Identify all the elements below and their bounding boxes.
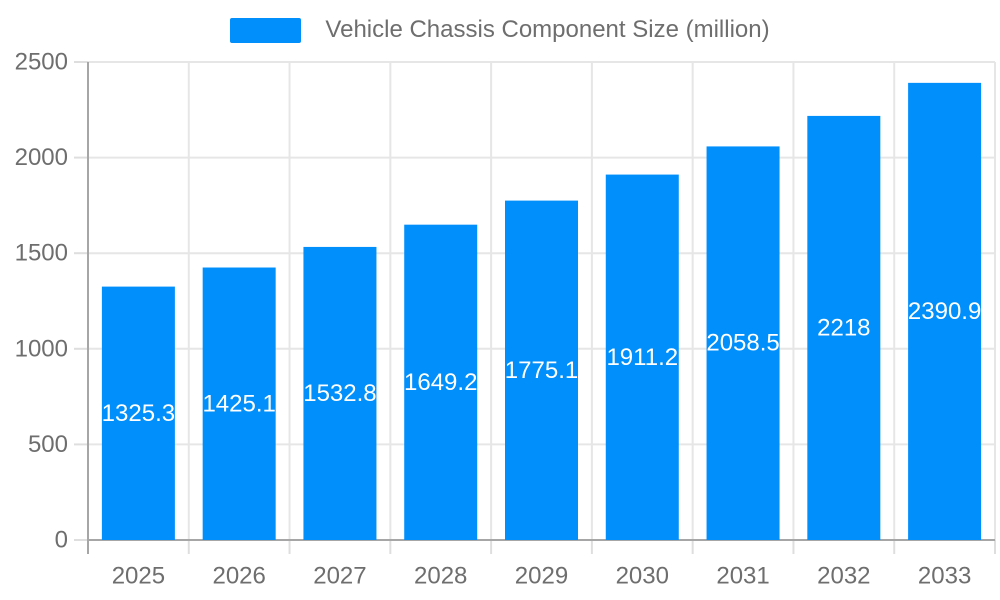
bar-value-label: 1649.2 — [404, 369, 477, 396]
y-tick-label: 500 — [28, 431, 68, 458]
bar-value-label: 1425.1 — [202, 390, 275, 417]
bar-2026[interactable] — [202, 267, 276, 540]
bar-2025[interactable] — [101, 286, 175, 540]
legend-swatch — [230, 17, 302, 43]
y-tick-label: 2000 — [15, 144, 68, 171]
bar-value-label: 2058.5 — [706, 330, 779, 357]
bar-2032[interactable] — [807, 115, 881, 541]
x-tick-label: 2031 — [716, 563, 769, 590]
y-tick-label: 1000 — [15, 335, 68, 362]
x-tick-label: 2025 — [112, 563, 165, 590]
bar-2028[interactable] — [404, 224, 478, 540]
x-tick-label: 2032 — [817, 563, 870, 590]
bar-2027[interactable] — [303, 246, 377, 540]
bar-2033[interactable] — [908, 82, 982, 540]
bar-value-label: 1532.8 — [303, 380, 376, 407]
bar-value-label: 2218 — [817, 314, 870, 341]
x-tick-label: 2029 — [515, 563, 568, 590]
x-tick-label: 2027 — [313, 563, 366, 590]
bar-2030[interactable] — [605, 174, 679, 541]
x-tick-label: 2026 — [212, 563, 265, 590]
x-tick-label: 2028 — [414, 563, 467, 590]
x-tick-label: 2033 — [918, 563, 971, 590]
legend-item[interactable]: Vehicle Chassis Component Size (million) — [230, 16, 770, 44]
bar-value-label: 1911.2 — [606, 344, 678, 371]
x-tick-label: 2030 — [616, 563, 669, 590]
y-tick-label: 1500 — [15, 240, 68, 267]
bar-value-label: 1325.3 — [102, 400, 175, 427]
bar-value-label: 1775.1 — [505, 357, 578, 384]
y-tick-label: 2500 — [15, 49, 68, 76]
y-tick-label: 0 — [55, 527, 68, 554]
legend-label: Vehicle Chassis Component Size (million) — [325, 16, 770, 43]
bar-2031[interactable] — [706, 146, 780, 540]
bar-2029[interactable] — [505, 200, 578, 540]
chart-legend: Vehicle Chassis Component Size (million) — [0, 16, 1000, 44]
bar-value-label: 2390.9 — [908, 298, 981, 325]
